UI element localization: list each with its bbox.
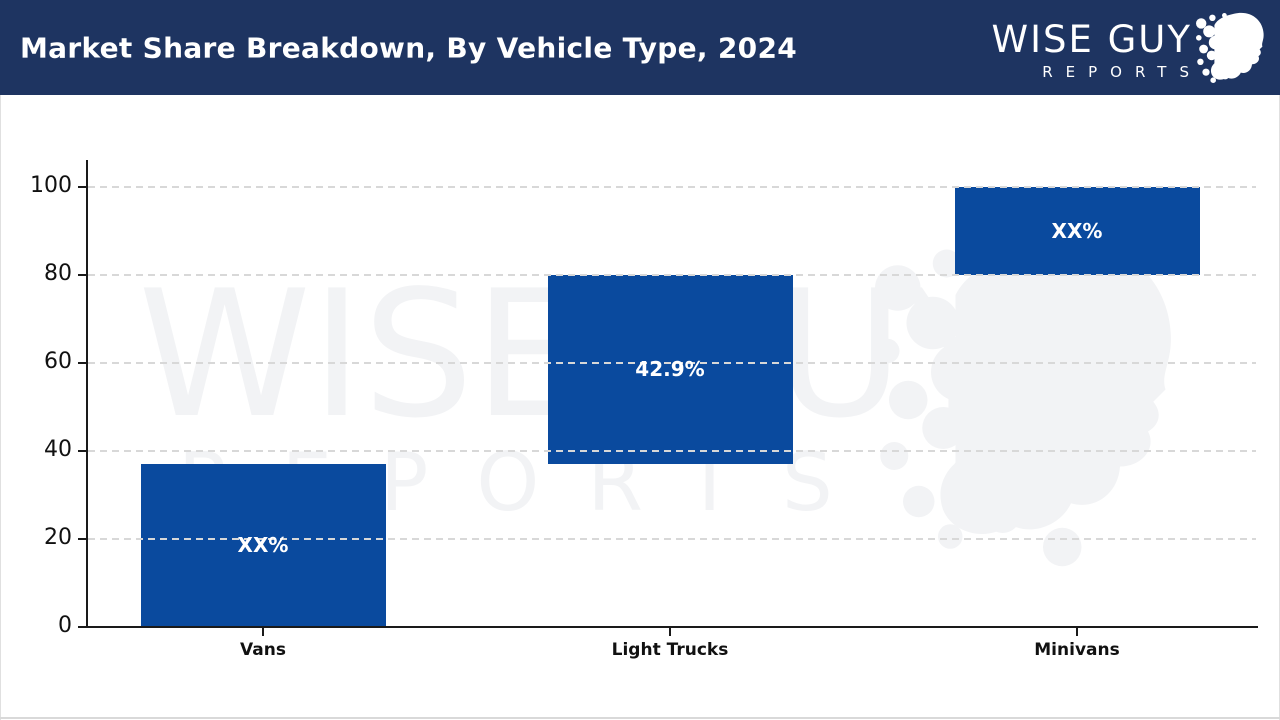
logo-text: WISE GUY REPORTS <box>992 21 1192 81</box>
bar-label-light-trucks: 42.9% <box>635 357 705 382</box>
face-logo-icon <box>1196 12 1264 83</box>
y-tick-label-60: 60 <box>44 349 72 374</box>
x-tick-mark-minivans <box>1076 628 1078 636</box>
frame-border-left <box>0 95 1 720</box>
x-axis-line <box>86 626 1258 628</box>
x-tick-mark-vans <box>262 628 264 636</box>
bar-vans <box>140 463 386 627</box>
gridline-100 <box>88 186 1256 188</box>
x-tick-label-vans: Vans <box>240 640 286 660</box>
y-tick-mark-20 <box>78 538 86 540</box>
y-tick-mark-40 <box>78 450 86 452</box>
logo-text-wise-guy: WISE GUY <box>991 18 1192 61</box>
logo-text-reports: REPORTS <box>1042 63 1202 81</box>
y-axis-line <box>86 160 88 628</box>
header-bar: Market Share Breakdown, By Vehicle Type,… <box>0 0 1280 95</box>
y-tick-mark-60 <box>78 362 86 364</box>
bar-light-trucks <box>547 275 793 464</box>
y-tick-label-0: 0 <box>58 613 72 638</box>
y-tick-mark-0 <box>78 626 86 628</box>
y-tick-mark-100 <box>78 186 86 188</box>
gridline-20 <box>88 538 1256 540</box>
x-tick-label-light-trucks: Light Trucks <box>611 640 729 660</box>
wise-guy-logo: WISE GUY REPORTS <box>992 7 1270 89</box>
bar-label-vans: XX% <box>237 533 289 558</box>
y-tick-label-80: 80 <box>44 261 72 286</box>
bar-label-minivans: XX% <box>1051 219 1103 243</box>
y-tick-mark-80 <box>78 274 86 276</box>
page-title: Market Share Breakdown, By Vehicle Type,… <box>20 31 798 64</box>
gridline-80 <box>88 274 1256 276</box>
y-tick-label-40: 40 <box>44 437 72 462</box>
frame-border-bottom <box>0 717 1280 719</box>
x-tick-mark-light-trucks <box>669 628 671 636</box>
x-tick-label-minivans: Minivans <box>1034 640 1120 660</box>
gridline-40 <box>88 450 1256 452</box>
gridline-60 <box>88 362 1256 364</box>
y-tick-label-100: 100 <box>30 173 72 198</box>
y-tick-label-20: 20 <box>44 525 72 550</box>
chart-area: WISE GUY REPORTS 0 20 40 60 80 100 XX% Vans 42.9… <box>0 95 1280 720</box>
